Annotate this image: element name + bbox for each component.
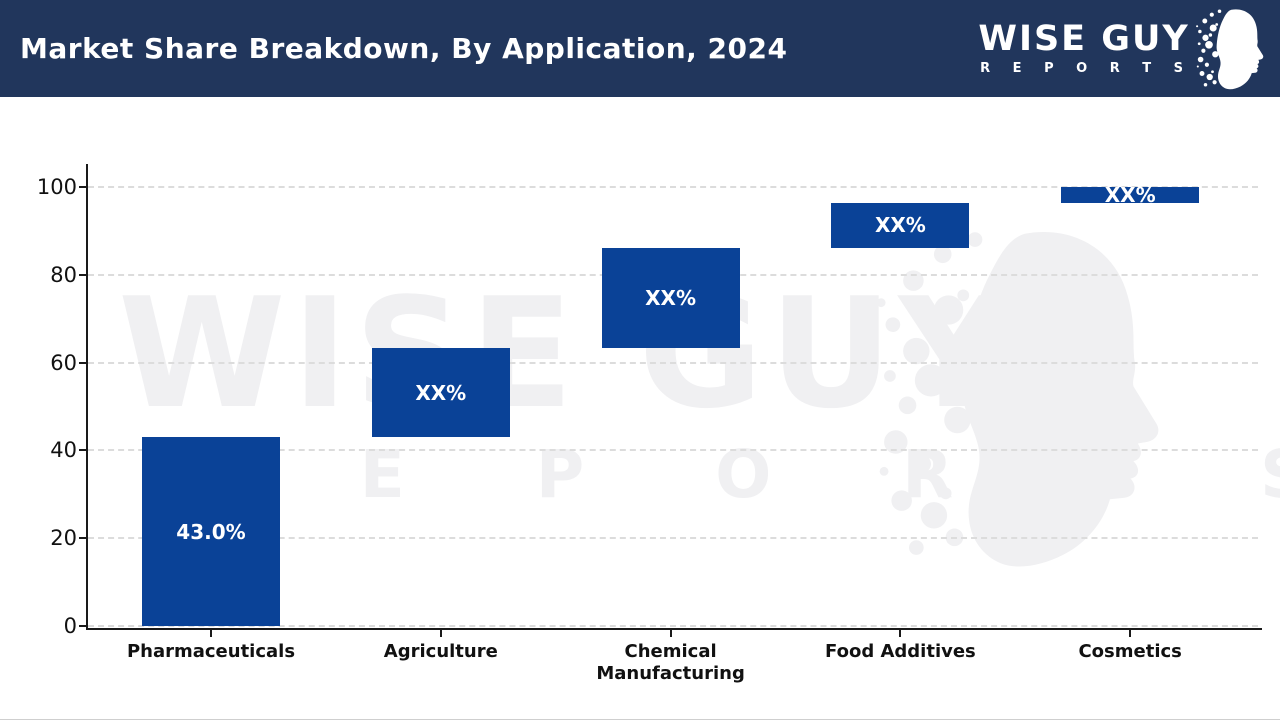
bar-value-label: XX% [645,286,697,311]
gridline [88,186,1258,188]
bar-value-label: 43.0% [176,519,246,544]
logo-wordmark: WISE GUY R E P O R T S [976,18,1192,76]
header-bar: Market Share Breakdown, By Application, … [0,0,1280,97]
x-tick-mark [669,630,672,637]
gridline [88,537,1258,540]
category-label: Cosmetics [1078,641,1182,662]
y-tick-mark [79,186,86,188]
bar-agriculture: XX% [371,348,510,438]
page-title: Market Share Breakdown, By Application, … [20,32,788,65]
gridline [88,625,1258,627]
bar-value-label: XX% [415,380,467,405]
bar-cosmetics: XX% [1061,182,1200,207]
logo: WISE GUY R E P O R T S [976,7,1266,91]
y-tick-label: 20 [50,526,77,551]
logo-subtext: R E P O R T S [980,60,1192,76]
y-tick-mark [79,449,86,452]
y-tick-mark [79,537,86,540]
bar-pharmaceuticals: 43.0% [142,437,280,626]
gridline [88,361,1258,364]
y-tick-label: 40 [50,438,77,463]
x-tick-mark [210,630,212,637]
x-tick-mark [1129,630,1132,637]
x-tick-mark [439,630,442,637]
gridline [88,449,1258,452]
y-axis [86,164,88,630]
bar-chemical-manufacturing: XX% [601,248,740,349]
bar-value-label: XX% [874,213,926,238]
bar-food-additives: XX% [831,202,970,248]
category-label: Chemical Manufacturing [596,641,745,684]
logo-word: WISE GUY [978,18,1190,59]
bar-value-label: XX% [1104,182,1156,207]
y-tick-mark [79,361,86,364]
y-tick-mark [79,625,86,627]
category-label: Agriculture [383,641,498,662]
y-tick-label: 60 [50,350,77,375]
category-label: Pharmaceuticals [126,641,296,662]
y-tick-label: 0 [63,614,77,638]
category-label: Food Additives [825,641,976,662]
y-tick-label: 80 [50,262,77,287]
x-axis [86,628,1262,630]
y-tick-label: 100 [36,175,77,199]
y-tick-mark [79,273,86,276]
x-tick-mark [899,630,902,637]
